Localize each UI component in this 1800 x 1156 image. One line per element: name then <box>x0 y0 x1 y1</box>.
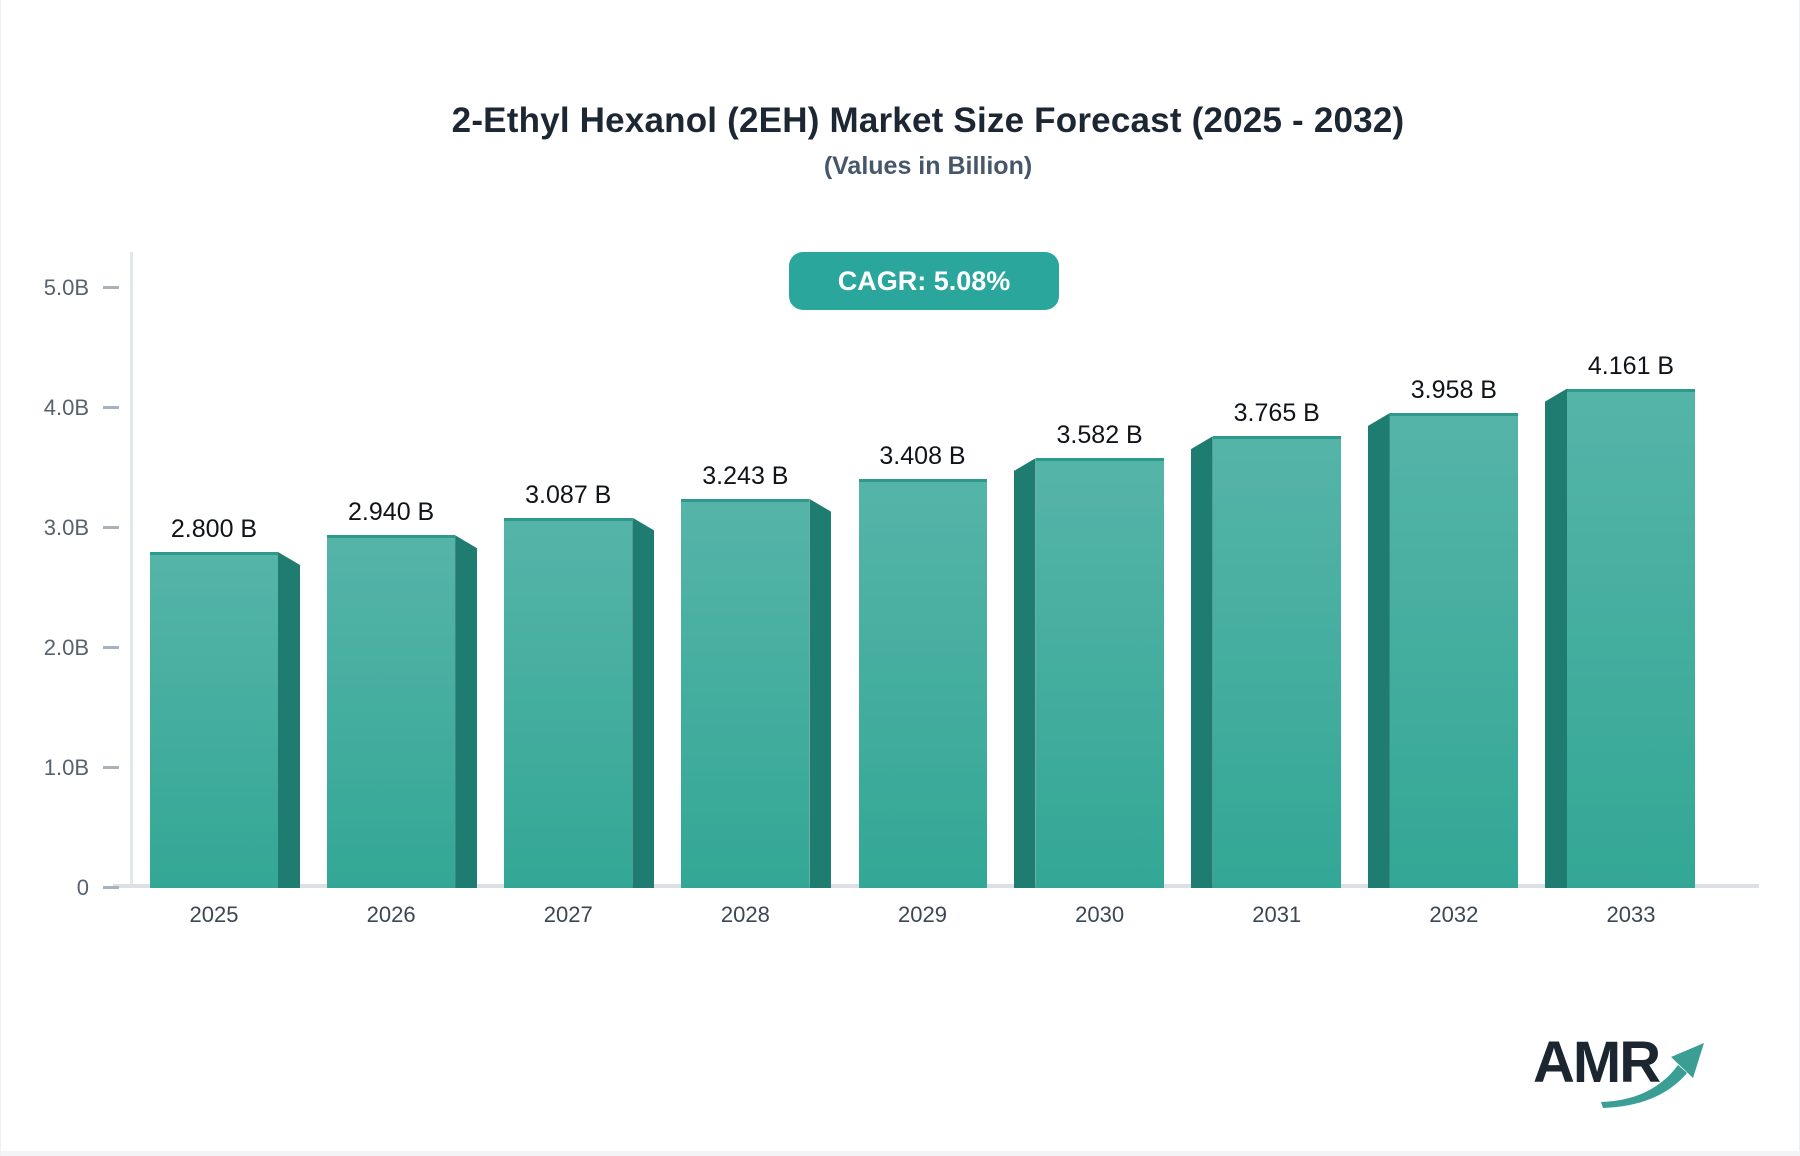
x-axis-label-2025: 2025 <box>189 902 239 927</box>
bar-2031 <box>1190 436 1341 888</box>
bar-2032 <box>1367 413 1518 888</box>
x-axis-label-2028: 2028 <box>720 902 770 927</box>
bar-front-face <box>150 552 278 888</box>
x-axis-label-2030: 2030 <box>1075 902 1125 927</box>
y-tick-label-5.0B: 5.0B <box>43 275 89 300</box>
bar-2033 <box>1545 388 1695 888</box>
bar-value-label-2025: 2.800 B <box>170 515 258 543</box>
y-tick-mark <box>103 406 119 409</box>
y-axis-line <box>130 252 133 886</box>
x-axis-label-2033: 2033 <box>1606 902 1656 927</box>
bar-value-label-2033: 4.161 B <box>1587 351 1675 380</box>
bar-front-face <box>858 479 987 888</box>
bar-value-label-2026: 2.940 B <box>348 498 435 527</box>
bar-front-face <box>327 535 456 888</box>
bar-value-label-2027: 3.087 B <box>525 480 612 509</box>
x-axis-label-2029: 2029 <box>898 902 947 927</box>
bar-front-face <box>681 498 810 888</box>
y-tick-label-4.0B: 4.0B <box>43 395 89 420</box>
chart-subtitle: (Values in Billion) <box>823 152 1033 180</box>
bar-front-face <box>1035 458 1164 888</box>
bar-2025 <box>150 552 300 888</box>
y-tick-label-1.0B: 1.0B <box>43 755 89 780</box>
bar-value-label-2028: 3.243 B <box>702 461 789 490</box>
bar-2030 <box>1013 458 1164 888</box>
page-bottom-edge <box>1 1151 1800 1156</box>
amr-logo: AMR <box>1533 1034 1713 1114</box>
y-tick-mark <box>103 286 119 289</box>
bar-front-face <box>1389 413 1518 888</box>
bar-side-face <box>278 552 300 888</box>
y-tick-label-0: 0 <box>76 875 89 900</box>
y-tick-mark <box>103 646 119 649</box>
bar-value-label-2032: 3.958 B <box>1410 376 1497 405</box>
x-axis-label-2031: 2031 <box>1252 902 1302 927</box>
y-tick-mark <box>103 886 119 889</box>
bar-2028 <box>681 498 832 888</box>
bar-value-label-2031: 3.765 B <box>1233 399 1320 428</box>
bar-value-label-2030: 3.582 B <box>1056 421 1143 450</box>
growth-arrow-icon <box>1601 1043 1704 1108</box>
bar-front-face <box>1567 388 1695 888</box>
amr-logo-text: AMR <box>1533 1030 1661 1095</box>
bar-front-face <box>504 517 633 888</box>
bar-side-face <box>455 535 478 888</box>
x-axis-label-2026: 2026 <box>366 902 416 927</box>
chart-title: 2-Ethyl Hexanol (2EH) Market Size Foreca… <box>451 101 1405 140</box>
bar-value-label-2029: 3.408 B <box>879 442 966 471</box>
bar-side-face <box>1190 436 1213 888</box>
y-tick-mark <box>103 526 119 529</box>
bar-side-face <box>1367 413 1390 888</box>
bar-side-face <box>1013 458 1036 888</box>
x-axis-label-2032: 2032 <box>1429 902 1479 927</box>
bar-2027 <box>504 517 655 888</box>
bar-side-face <box>632 517 655 888</box>
bar-2029 <box>858 479 987 888</box>
bar-side-face <box>809 498 832 888</box>
y-tick-label-3.0B: 3.0B <box>43 515 89 540</box>
y-tick-mark <box>103 766 119 769</box>
bar-front-face <box>1212 436 1341 888</box>
x-axis-label-2027: 2027 <box>543 902 593 927</box>
cagr-badge: CAGR: 5.08% <box>789 252 1059 310</box>
bar-side-face <box>1545 388 1567 888</box>
y-tick-label-2.0B: 2.0B <box>43 635 89 660</box>
bar-2026 <box>327 535 478 888</box>
